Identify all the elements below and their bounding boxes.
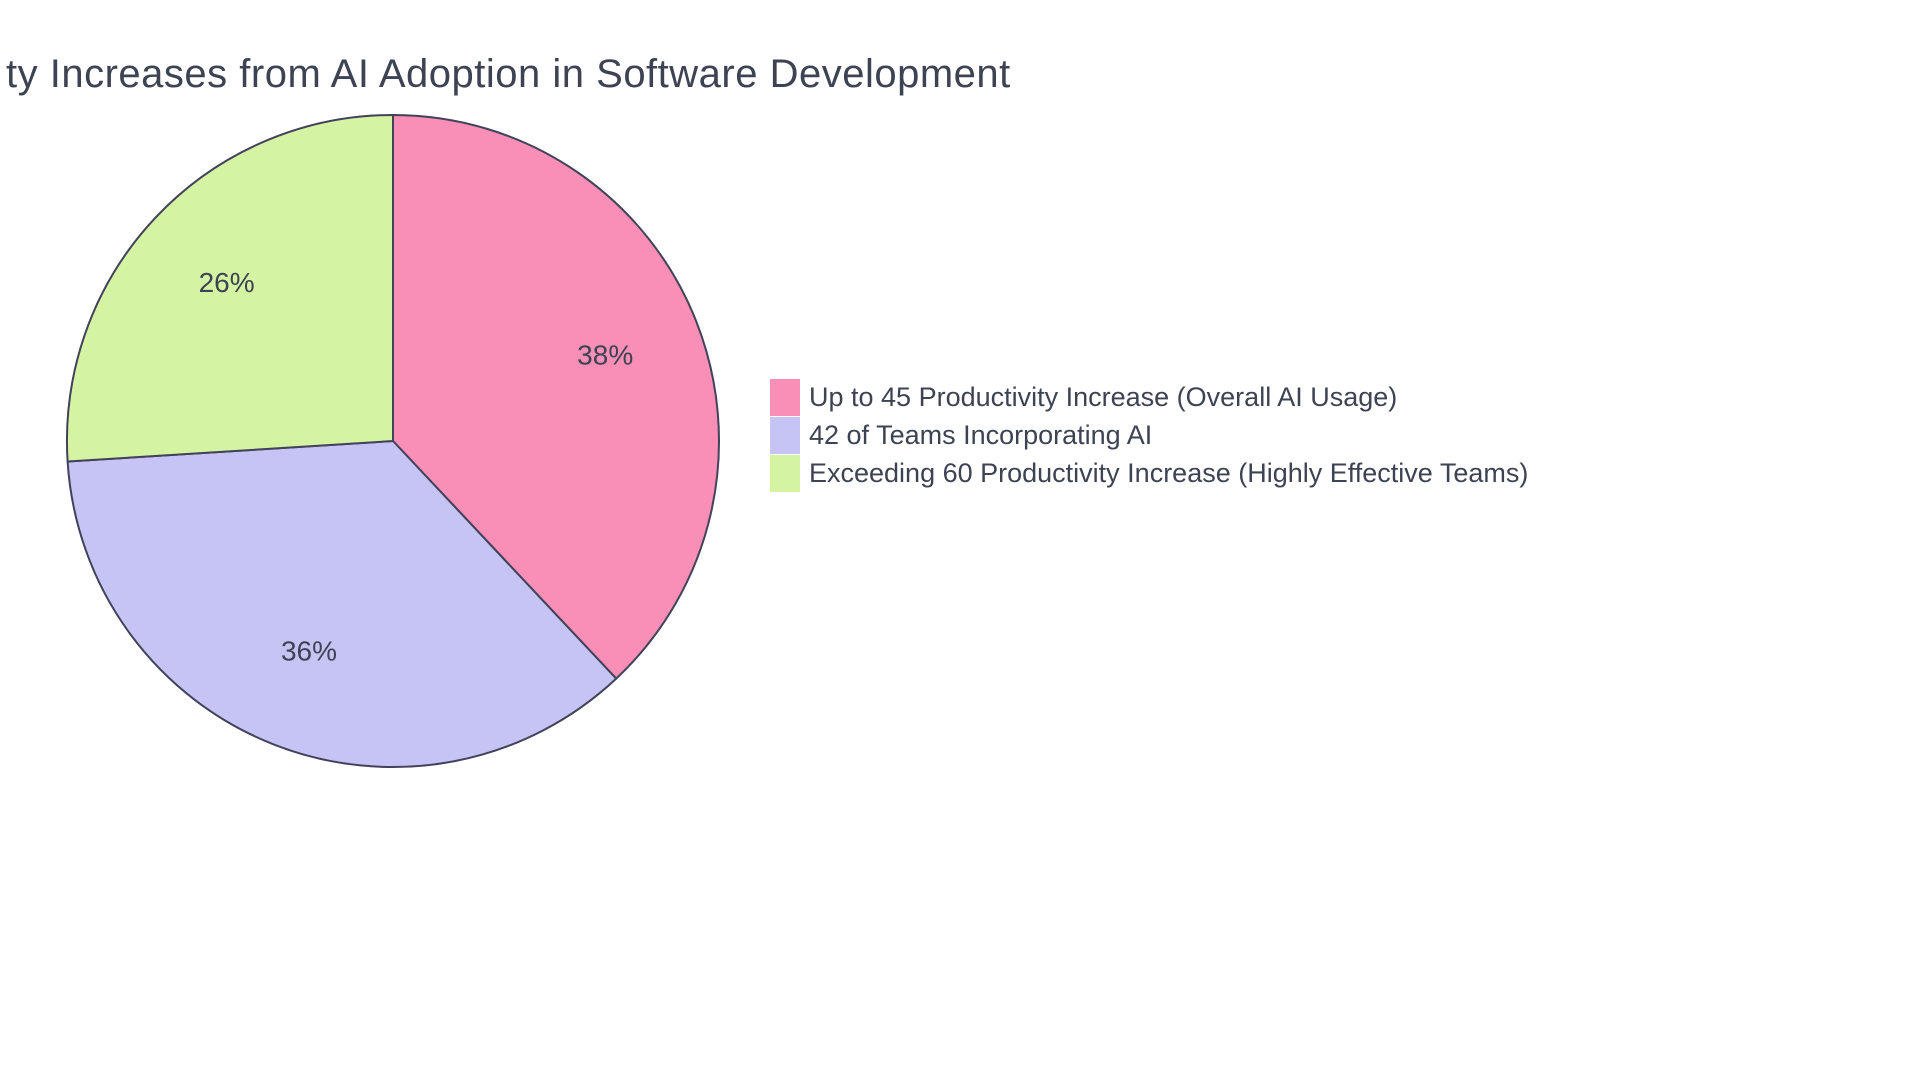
- slice-percent-label-0: 38%: [577, 339, 633, 370]
- legend-item-2[interactable]: Exceeding 60 Productivity Increase (High…: [770, 455, 1528, 492]
- legend-swatch-0: [770, 379, 800, 416]
- pie-slice-0[interactable]: [392, 114, 720, 680]
- legend: Up to 45 Productivity Increase (Overall …: [770, 379, 1528, 492]
- slice-percent-label-2: 26%: [199, 267, 255, 298]
- legend-swatch-2: [770, 455, 800, 492]
- legend-label-2: Exceeding 60 Productivity Increase (High…: [809, 458, 1529, 488]
- legend-swatch-1: [770, 417, 800, 454]
- pie-slice-1[interactable]: [66, 440, 618, 768]
- chart-title: ty Increases from AI Adoption in Softwar…: [6, 52, 1011, 96]
- legend-item-0[interactable]: Up to 45 Productivity Increase (Overall …: [770, 379, 1528, 416]
- legend-label-1: 42 of Teams Incorporating AI: [809, 420, 1153, 450]
- legend-item-1[interactable]: 42 of Teams Incorporating AI: [770, 417, 1528, 454]
- legend-label-0: Up to 45 Productivity Increase (Overall …: [809, 382, 1398, 412]
- pie-slice-2[interactable]: [66, 114, 394, 463]
- slice-percent-label-1: 36%: [281, 636, 337, 667]
